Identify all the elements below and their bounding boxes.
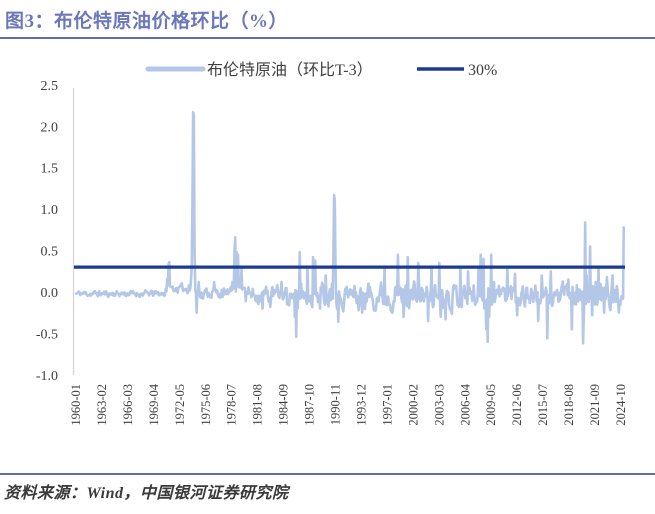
x-tick-label: 2021-09 (588, 384, 602, 426)
x-tick-label: 2024-10 (614, 384, 628, 426)
x-tick-label: 1963-02 (95, 384, 109, 426)
x-tick-label: 2012-06 (510, 384, 524, 426)
y-tick-label: 0.0 (41, 286, 59, 301)
x-tick-label: 1969-04 (147, 383, 161, 425)
y-tick-label: -0.5 (36, 327, 58, 342)
x-tick-label: 1966-03 (121, 384, 135, 426)
x-tick-label: 1997-01 (380, 384, 394, 426)
chart-legend: 布伦特原油（环比T-3） 30% (145, 61, 497, 79)
y-tick-label: 2.5 (41, 79, 59, 94)
y-tick-label: 1.5 (41, 162, 59, 177)
title-divider-rule (0, 37, 655, 39)
x-tick-label: 1960-01 (69, 384, 83, 426)
y-tick-label: -1.0 (36, 369, 58, 384)
plot-area: 2.5 2.0 1.5 1.0 0.5 0.0 -0.5 -1.0 1960-01 1963-02… (36, 79, 628, 426)
x-tick-label: 1972-05 (173, 384, 187, 426)
footer-divider-rule (0, 473, 655, 475)
y-tick-label: 2.0 (41, 120, 59, 135)
x-tick-label: 1990-11 (329, 384, 343, 425)
x-tick-label: 2015-07 (536, 384, 550, 426)
brent-series-line (74, 110, 626, 345)
x-tick-label: 1984-09 (277, 384, 291, 426)
x-tick-label: 2003-03 (432, 384, 446, 426)
reference-legend-label: 30% (468, 62, 497, 79)
x-tick-label: 2006-04 (458, 383, 472, 425)
figure-title: 图3：布伦特原油价格环比（%） (5, 11, 289, 32)
y-tick-label: 0.5 (41, 245, 59, 260)
series-legend-label: 布伦特原油（环比T-3） (207, 61, 373, 79)
x-tick-label: 1993-12 (354, 384, 368, 426)
x-tick-label: 2000-02 (406, 384, 420, 426)
source-note: 资料来源：Wind，中国银河证券研究院 (4, 485, 289, 502)
x-tick-label: 2018-08 (562, 384, 576, 426)
x-tick-label: 1987-10 (303, 384, 317, 426)
x-tick-label: 1981-08 (251, 384, 265, 426)
y-tick-label: 1.0 (41, 203, 59, 218)
x-tick-label: 1975-06 (199, 384, 213, 426)
x-tick-label: 1978-07 (225, 384, 239, 426)
x-tick-label: 2009-05 (484, 384, 498, 426)
